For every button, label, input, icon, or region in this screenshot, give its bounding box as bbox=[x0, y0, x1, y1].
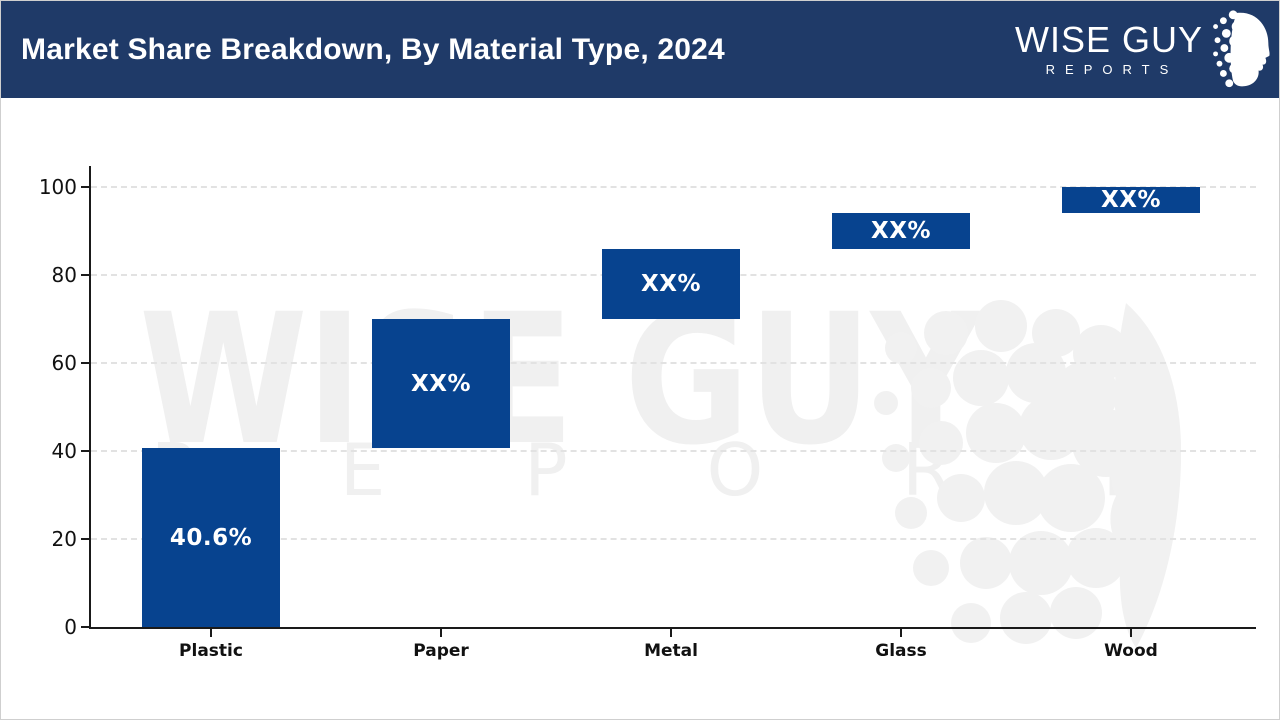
gridline bbox=[91, 186, 1256, 188]
watermark-head-icon bbox=[874, 300, 1181, 648]
header-banner: Market Share Breakdown, By Material Type… bbox=[1, 1, 1279, 98]
chart-area: WISE GUY R E P O R T S 0 20 40 60 80 100 40.6%… bbox=[1, 98, 1280, 719]
bar-value-label: XX% bbox=[1100, 187, 1161, 214]
y-tick bbox=[81, 538, 90, 540]
bar-wood: XX% bbox=[1062, 187, 1200, 214]
logo-subtitle: REPORTS bbox=[1045, 62, 1179, 77]
bar-paper: XX% bbox=[372, 319, 510, 449]
y-tick-label: 80 bbox=[51, 263, 77, 287]
y-tick-label: 20 bbox=[51, 527, 77, 551]
bar-value-label: 40.6% bbox=[169, 524, 253, 551]
gridline bbox=[91, 362, 1256, 364]
gridline bbox=[91, 450, 1256, 452]
y-tick bbox=[81, 186, 90, 188]
x-tick-label-paper: Paper bbox=[413, 641, 469, 661]
y-tick-label: 60 bbox=[51, 351, 77, 375]
x-tick bbox=[210, 629, 212, 637]
x-axis bbox=[89, 627, 1256, 629]
x-tick bbox=[670, 629, 672, 637]
y-tick-label: 0 bbox=[64, 615, 77, 639]
y-tick bbox=[81, 362, 90, 364]
bar-glass: XX% bbox=[832, 213, 970, 249]
x-tick-label-plastic: Plastic bbox=[179, 641, 243, 661]
logo-head-icon bbox=[1213, 9, 1270, 87]
bar-value-label: XX% bbox=[410, 370, 471, 397]
page-title: Market Share Breakdown, By Material Type… bbox=[21, 32, 725, 66]
brand-logo: WISE GUY REPORTS bbox=[1015, 1, 1271, 98]
y-tick bbox=[81, 450, 90, 452]
x-tick bbox=[900, 629, 902, 637]
y-tick bbox=[81, 274, 90, 276]
x-tick-label-metal: Metal bbox=[644, 641, 698, 661]
bar-value-label: XX% bbox=[640, 270, 701, 297]
bar-value-label: XX% bbox=[870, 217, 931, 244]
x-tick-label-wood: Wood bbox=[1104, 641, 1158, 661]
x-tick bbox=[440, 629, 442, 637]
watermark-subtitle: R E P O R T S bbox=[151, 428, 1280, 512]
gridline bbox=[91, 538, 1256, 540]
logo-text: WISE GUY REPORTS bbox=[1014, 19, 1203, 78]
bar-plastic: 40.6% bbox=[142, 448, 280, 627]
x-tick bbox=[1130, 629, 1132, 637]
y-tick bbox=[81, 626, 90, 628]
bar-metal: XX% bbox=[602, 248, 740, 319]
y-tick-label: 100 bbox=[38, 175, 77, 199]
y-tick-label: 40 bbox=[51, 439, 77, 463]
y-axis bbox=[89, 166, 91, 629]
logo-wordmark: WISE GUY bbox=[1014, 19, 1203, 60]
x-tick-label-glass: Glass bbox=[875, 641, 927, 661]
